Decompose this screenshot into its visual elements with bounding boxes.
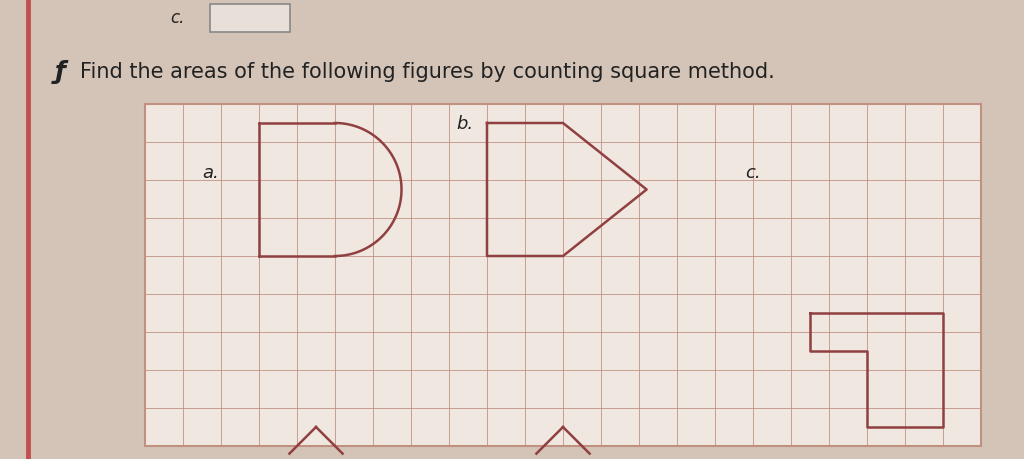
Text: b.: b. (457, 115, 474, 133)
Text: c.: c. (170, 9, 184, 27)
Bar (145, 105, 981, 446)
Text: ƒ: ƒ (54, 60, 66, 84)
Text: c.: c. (745, 164, 761, 182)
Text: Find the areas of the following figures by counting square method.: Find the areas of the following figures … (80, 62, 775, 82)
Bar (210, 5, 290, 33)
Text: a.: a. (202, 164, 219, 182)
